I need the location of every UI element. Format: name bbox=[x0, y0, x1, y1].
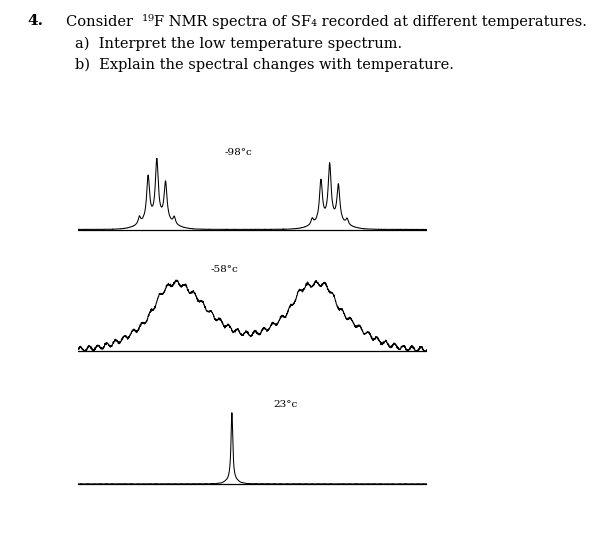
Text: 4.: 4. bbox=[27, 14, 43, 28]
Text: 23°c: 23°c bbox=[274, 400, 298, 409]
Text: -98°c: -98°c bbox=[225, 148, 253, 157]
Text: a)  Interpret the low temperature spectrum.: a) Interpret the low temperature spectru… bbox=[75, 36, 402, 51]
Text: Consider  ¹⁹F NMR spectra of SF₄ recorded at different temperatures.: Consider ¹⁹F NMR spectra of SF₄ recorded… bbox=[66, 14, 587, 29]
Text: -58°c: -58°c bbox=[211, 265, 238, 274]
Text: b)  Explain the spectral changes with temperature.: b) Explain the spectral changes with tem… bbox=[75, 58, 454, 72]
